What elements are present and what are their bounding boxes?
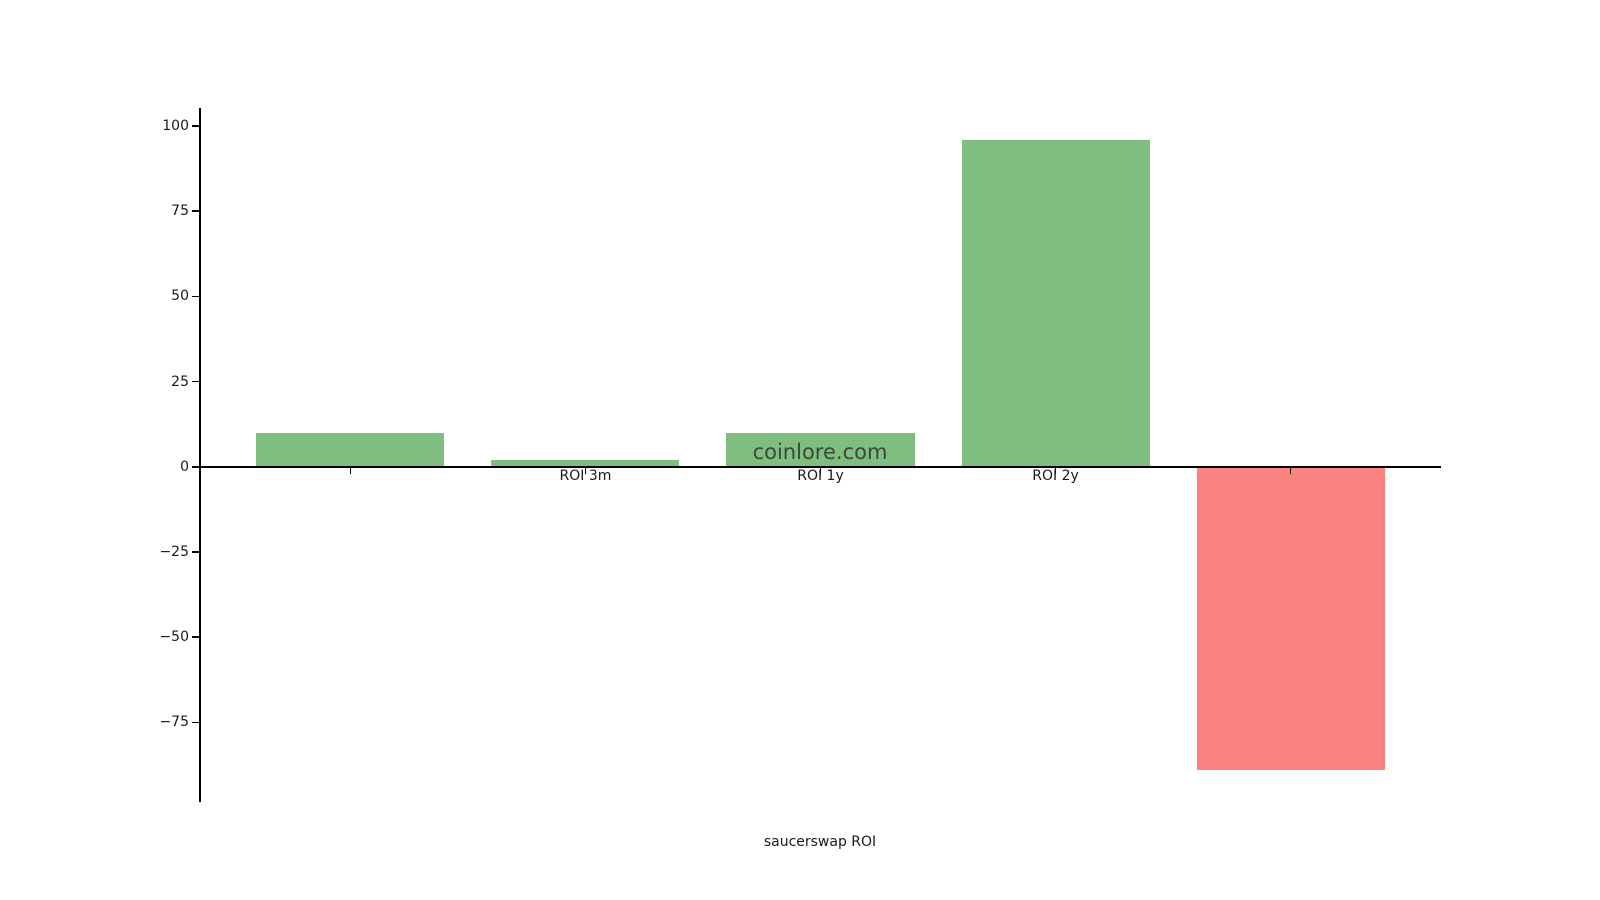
y-tick-mark [192,551,200,553]
y-axis-spine [199,108,201,802]
bar-negative [1196,466,1385,770]
x-tick-mark [819,466,822,474]
bar-positive [726,432,915,467]
x-tick-label: ROI 3m [559,467,612,484]
x-tick-mark [1289,466,1292,474]
y-tick-label: −75 [159,714,189,731]
y-tick-label: 50 [171,288,189,305]
y-tick-label: −25 [159,543,189,560]
y-tick-mark [192,721,200,724]
bar-positive [961,139,1150,467]
bar-positive [256,432,445,467]
y-tick-mark [192,295,200,298]
x-tick-label: ROI 1y [797,467,844,484]
y-tick-mark [192,380,200,383]
bar-positive [491,459,680,467]
y-tick-label: 100 [162,118,189,135]
x-tick-mark [584,466,587,474]
y-tick-label: 0 [180,458,189,475]
y-tick-mark [192,466,200,468]
y-tick-mark [192,125,200,127]
x-tick-mark [1054,466,1057,474]
y-tick-label: 25 [171,373,189,390]
x-tick-label: ROI 2y [1032,467,1079,484]
coinlore-watermark: coinlore.com [752,440,888,464]
y-tick-label: 75 [171,203,189,220]
x-tick-mark [349,466,352,474]
y-tick-mark [192,636,200,638]
y-tick-label: −50 [159,629,189,646]
chart-xlabel: saucerswap ROI [763,834,877,850]
y-tick-mark [192,210,200,212]
